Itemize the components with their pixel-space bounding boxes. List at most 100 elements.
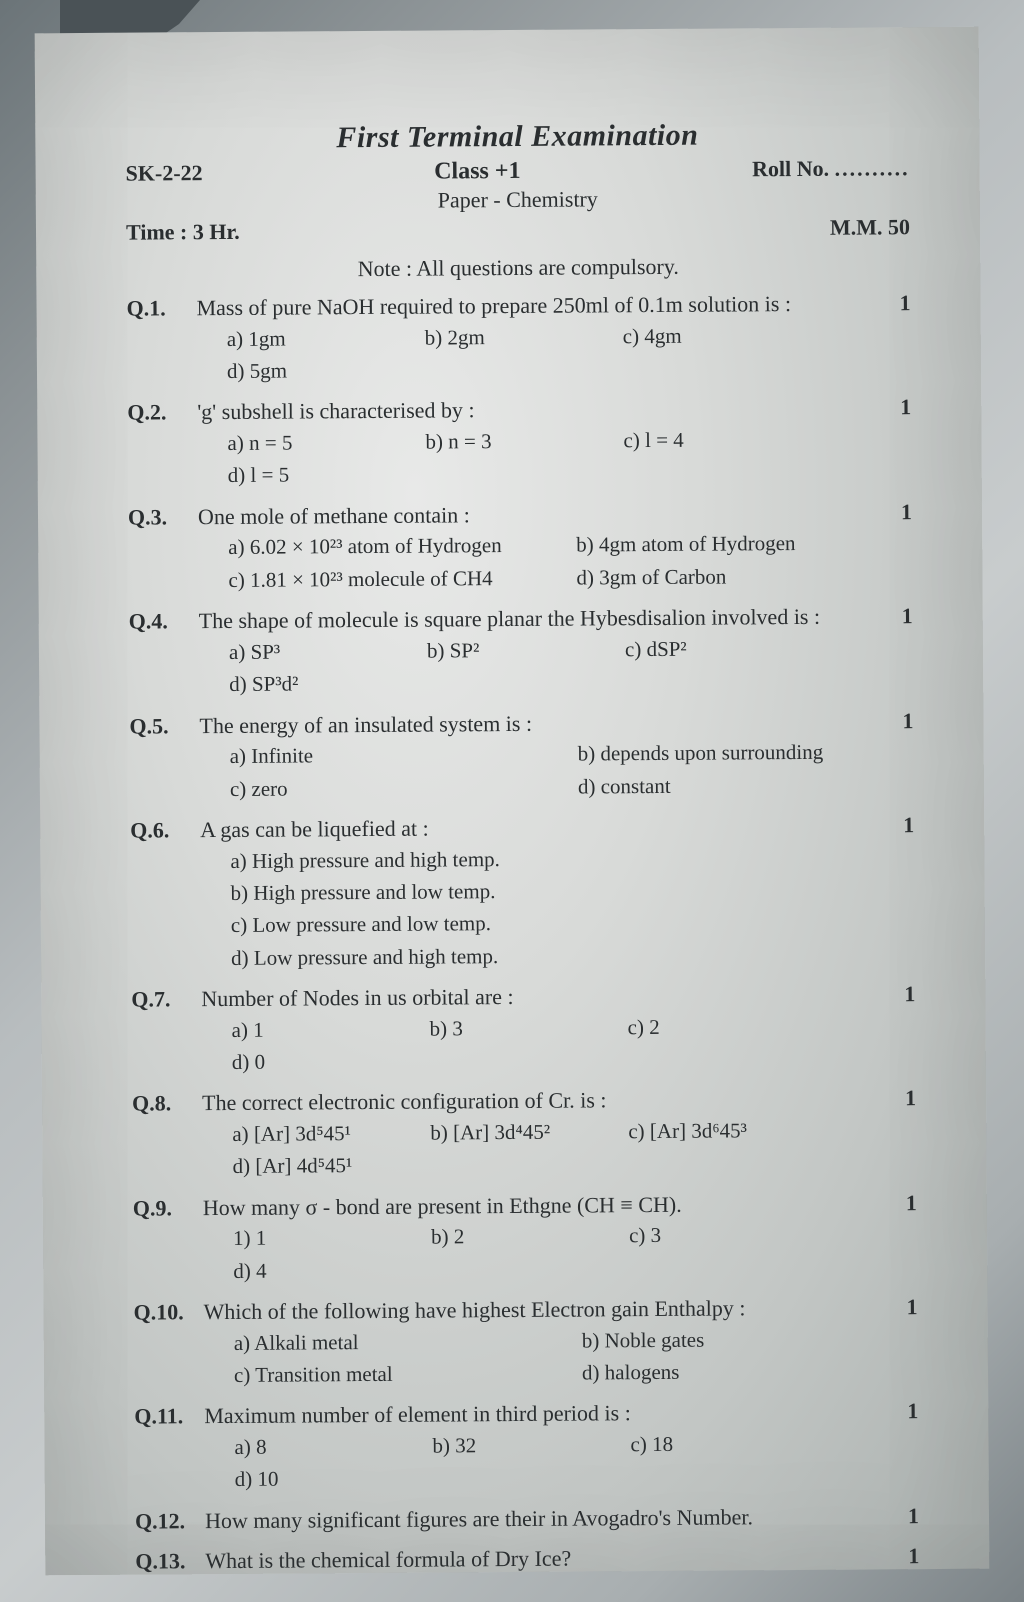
option-text: 18: [652, 1432, 673, 1456]
question: Q.8.The correct electronic configuration…: [132, 1083, 917, 1183]
option-label: c): [630, 1432, 652, 1456]
option-label: c): [230, 776, 252, 800]
question: Q.13.What is the chemical formula of Dry…: [135, 1541, 919, 1576]
option-text: 6.02 × 10²³ atom of Hydrogen: [250, 534, 502, 560]
options: a) 6.02 × 10²³ atom of Hydrogenb) 4gm at…: [228, 527, 912, 596]
option: d) [Ar] 4d⁵45¹: [232, 1149, 402, 1183]
option-text: SP³d²: [252, 672, 299, 696]
option: d) 5gm: [227, 354, 397, 388]
option-text: Low pressure and high temp.: [254, 944, 499, 970]
option: b) Noble gates: [582, 1322, 902, 1357]
question-row: Q.2.'g' subshell is characterised by :1: [127, 393, 911, 428]
option-text: [Ar] 4d⁵45¹: [255, 1153, 352, 1178]
option-text: l = 4: [645, 428, 684, 452]
question: Q.9.How many σ - bond are present in Eth…: [133, 1188, 918, 1288]
option: c) Transition metal: [234, 1357, 554, 1392]
option-text: 8: [256, 1435, 267, 1459]
question-text: One mole of methane contain :: [198, 497, 882, 531]
question-number: Q.9.: [133, 1193, 203, 1223]
question: Q.11.Maximum number of element in third …: [134, 1397, 919, 1497]
question-marks: 1: [884, 810, 914, 840]
question-marks: 1: [883, 601, 913, 631]
question-marks: 1: [887, 1292, 917, 1322]
question-text: The energy of an insulated system is :: [199, 706, 883, 740]
options: a) High pressure and high temp.b) High p…: [230, 840, 915, 974]
paper-subject: Paper - Chemistry: [126, 184, 910, 215]
option: b) 3: [429, 1011, 599, 1045]
option-label: a): [234, 1331, 255, 1355]
option: b) [Ar] 3d⁴45²: [430, 1115, 600, 1149]
option-text: 1.81 × 10²³ molecule of CH4: [250, 566, 493, 592]
question-text: A gas can be liquefied at :: [200, 810, 884, 844]
question-row: Q.9.How many σ - bond are present in Eth…: [133, 1188, 917, 1223]
question: Q.3.One mole of methane contain :1a) 6.0…: [128, 497, 913, 597]
question-row: Q.13.What is the chemical formula of Dry…: [135, 1541, 919, 1576]
option-text: 10: [257, 1467, 278, 1491]
option-text: 1: [253, 1017, 264, 1041]
option: b) 2gm: [425, 320, 595, 354]
options: a) Infiniteb) depends upon surroundingc)…: [230, 735, 914, 804]
question-marks: 1: [887, 1188, 917, 1218]
option: d) 4: [233, 1253, 403, 1287]
option-label: b): [427, 638, 450, 662]
option: c) 3: [629, 1218, 799, 1252]
option-label: a): [228, 535, 250, 559]
option: 1) 1: [233, 1221, 403, 1255]
option-label: b): [432, 1434, 455, 1458]
option: a) SP³: [229, 635, 399, 669]
option-label: b): [425, 325, 448, 349]
option-label: c): [228, 568, 250, 592]
option: c) 18: [630, 1427, 800, 1461]
option-label: d): [228, 463, 251, 487]
option-label: a): [227, 431, 249, 455]
option: d) 0: [232, 1045, 402, 1079]
option-text: Low pressure and low temp.: [252, 911, 491, 937]
question: Q.7.Number of Nodes in us orbital are :1…: [131, 979, 916, 1079]
question-number: Q.11.: [134, 1402, 204, 1432]
roll-no: Roll No. ..........: [752, 155, 910, 182]
question: Q.6.A gas can be liquefied at :1a) High …: [130, 810, 915, 975]
option-label: c): [627, 1015, 649, 1039]
option-label: c): [628, 1119, 650, 1143]
option: b) High pressure and low temp.: [231, 872, 915, 909]
question-text: Which of the following have highest Elec…: [203, 1292, 887, 1326]
question-number: Q.10.: [133, 1297, 203, 1327]
option-text: Noble gates: [604, 1327, 704, 1352]
time-allowed: Time : 3 Hr.: [126, 219, 240, 246]
exam-title: First Terminal Examination: [125, 117, 909, 156]
option-text: l = 5: [250, 463, 289, 487]
option-text: High pressure and low temp.: [253, 879, 495, 905]
option-label: d): [582, 1360, 605, 1384]
option: a) Infinite: [230, 738, 550, 773]
option: d) constant: [578, 768, 898, 803]
question-row: Q.8.The correct electronic configuration…: [132, 1083, 916, 1118]
question-number: Q.7.: [131, 984, 201, 1014]
option-text: 3: [452, 1016, 463, 1040]
question-text: How many significant figures are their i…: [205, 1501, 889, 1535]
question: Q.2.'g' subshell is characterised by :1 a…: [127, 393, 912, 493]
question-text: The correct electronic configuration of …: [202, 1084, 886, 1118]
option: c) 4gm: [623, 319, 793, 353]
option-label: a): [232, 1017, 254, 1041]
option-text: 4gm: [644, 323, 682, 347]
option-text: Alkali metal: [254, 1330, 359, 1355]
question-marks: 1: [882, 497, 912, 527]
option-label: d): [576, 565, 599, 589]
option-text: dSP²: [646, 637, 686, 661]
max-marks: M.M. 50: [830, 214, 910, 241]
options: a) 8b) 32c) 18d) 10: [234, 1426, 918, 1495]
question-row: Q.1.Mass of pure NaOH required to prepar…: [126, 288, 910, 323]
option-label: b): [430, 1016, 453, 1040]
option-text: n = 3: [448, 429, 492, 453]
option-text: depends upon surrounding: [600, 740, 823, 766]
option-text: n = 5: [249, 431, 293, 455]
option: b) SP²: [427, 633, 597, 667]
option: d) 10: [235, 1462, 405, 1496]
class-line: Class +1: [434, 158, 521, 186]
question: Q.12.How many significant figures are th…: [135, 1501, 919, 1536]
option-text: SP²: [450, 638, 480, 662]
option-label: b): [231, 881, 254, 905]
question-text: What is the chemical formula of Dry Ice?: [205, 1541, 889, 1575]
option: d) halogens: [582, 1354, 902, 1389]
option-label: 1): [233, 1226, 256, 1250]
